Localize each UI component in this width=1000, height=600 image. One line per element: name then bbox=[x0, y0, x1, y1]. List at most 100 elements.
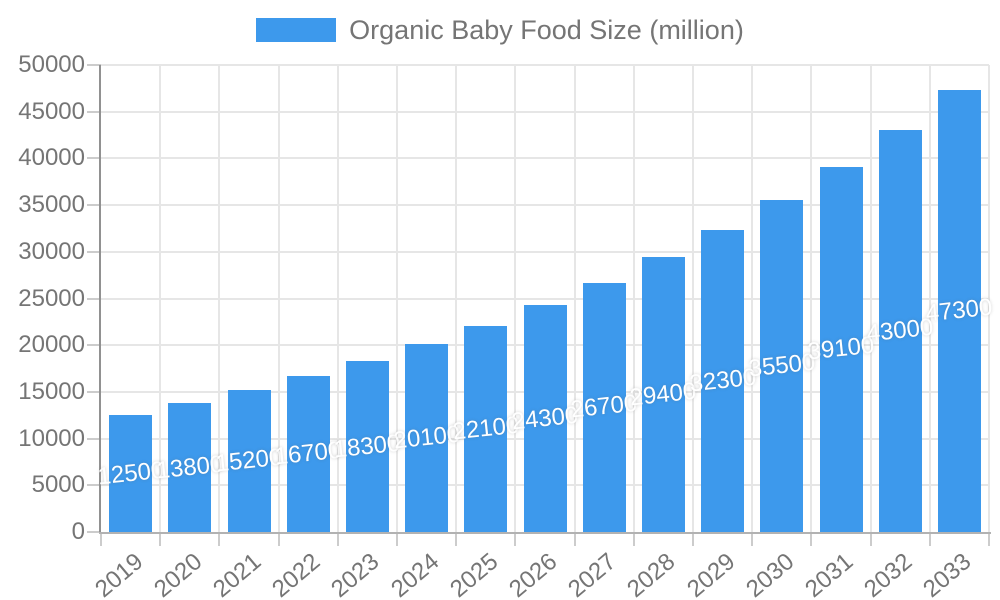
x-tick-label-text: 2030 bbox=[740, 548, 800, 600]
x-tick-label-text: 2031 bbox=[800, 548, 859, 600]
gridline-horizontal bbox=[101, 110, 989, 113]
plot-area: 12500 13800 15200 16700 18300 20100 22100 24300… bbox=[87, 64, 994, 546]
x-tick-label: 2029 bbox=[493, 548, 741, 600]
x-tick-label: 2023 bbox=[138, 548, 386, 600]
bar-value-label: 22100 bbox=[451, 411, 521, 446]
bar-value-label: 24300 bbox=[510, 401, 580, 435]
x-axis-tick bbox=[573, 532, 576, 546]
x-tick-label: 2019 bbox=[0, 548, 149, 600]
x-axis-tick bbox=[218, 532, 221, 546]
x-axis-tick bbox=[277, 532, 280, 546]
bar[interactable] bbox=[405, 344, 449, 532]
y-axis-tick bbox=[87, 110, 101, 113]
bar[interactable] bbox=[345, 361, 389, 532]
bar[interactable] bbox=[523, 305, 567, 532]
bar-value-label: 32300 bbox=[687, 363, 758, 398]
y-tick-label: 35000 bbox=[18, 191, 85, 219]
x-axis-tick bbox=[869, 532, 872, 546]
x-tick-label-text: 2021 bbox=[208, 548, 267, 600]
bar-value-label: 29400 bbox=[628, 377, 698, 412]
y-tick-label: 30000 bbox=[18, 237, 85, 265]
legend[interactable]: Organic Baby Food Size (million) bbox=[0, 14, 1000, 46]
bar[interactable] bbox=[582, 282, 626, 532]
bar[interactable] bbox=[641, 257, 685, 532]
x-axis-line bbox=[99, 532, 991, 534]
gridline-vertical bbox=[514, 65, 517, 532]
x-tick-label: 2030 bbox=[552, 548, 800, 600]
y-tick-label: 15000 bbox=[18, 377, 85, 405]
x-tick-label-text: 2026 bbox=[504, 548, 563, 600]
x-tick-label: 2027 bbox=[374, 548, 622, 600]
x-axis-tick bbox=[988, 532, 990, 546]
x-axis-tick bbox=[632, 532, 635, 546]
bar[interactable] bbox=[819, 166, 863, 532]
x-tick-label-text: 2024 bbox=[385, 548, 444, 600]
bar[interactable] bbox=[286, 376, 330, 532]
x-axis-tick bbox=[100, 532, 102, 546]
y-tick-label: 45000 bbox=[18, 97, 85, 125]
gridline-vertical bbox=[869, 65, 872, 532]
x-tick-label: 2031 bbox=[611, 548, 859, 600]
y-tick-label: 5000 bbox=[31, 471, 85, 499]
gridline-vertical bbox=[455, 65, 458, 532]
x-tick-label-text: 2023 bbox=[326, 548, 385, 600]
x-axis-tick bbox=[336, 532, 339, 546]
x-tick-label-text: 2022 bbox=[267, 548, 326, 600]
bar[interactable] bbox=[227, 390, 271, 532]
gridline-vertical bbox=[632, 65, 635, 532]
gridline-vertical bbox=[928, 65, 931, 532]
bar-value-label: 47300 bbox=[924, 293, 994, 328]
gridline-vertical bbox=[751, 65, 754, 532]
bar[interactable] bbox=[878, 130, 922, 532]
bar[interactable] bbox=[701, 230, 745, 532]
x-axis-tick bbox=[751, 532, 754, 546]
x-axis-tick bbox=[396, 532, 398, 546]
x-tick-label: 2025 bbox=[256, 548, 504, 600]
y-axis-tick bbox=[87, 64, 101, 66]
x-tick-label-text: 2029 bbox=[681, 548, 740, 600]
x-tick-label: 2021 bbox=[19, 548, 267, 600]
gridline-vertical bbox=[573, 65, 576, 532]
y-axis-tick bbox=[87, 344, 101, 347]
x-axis-tick bbox=[810, 532, 813, 546]
legend-label: Organic Baby Food Size (million) bbox=[349, 15, 744, 45]
x-axis-tick bbox=[928, 532, 931, 546]
legend-swatch bbox=[256, 18, 337, 42]
bar[interactable] bbox=[109, 415, 153, 532]
bar[interactable] bbox=[937, 90, 981, 532]
x-tick-label-text: 2032 bbox=[859, 548, 918, 600]
gridline-vertical bbox=[692, 65, 694, 532]
x-tick-label: 2032 bbox=[670, 548, 918, 600]
bar-value-label: 20100 bbox=[391, 420, 462, 455]
gridline-vertical bbox=[810, 65, 813, 532]
y-axis-tick bbox=[87, 531, 101, 533]
x-tick-label-text: 2027 bbox=[563, 548, 622, 600]
gridline-horizontal bbox=[101, 64, 989, 66]
x-tick-label: 2028 bbox=[434, 548, 682, 600]
y-axis-tick bbox=[87, 297, 101, 300]
x-tick-label: 2022 bbox=[78, 548, 326, 600]
y-axis-tick bbox=[87, 250, 101, 253]
x-axis-tick bbox=[455, 532, 458, 546]
bar-value-label: 39100 bbox=[806, 331, 876, 366]
x-tick-label-text: 2025 bbox=[444, 548, 504, 600]
gridline-horizontal bbox=[101, 157, 989, 160]
y-tick-label: 0 bbox=[71, 518, 85, 545]
bar[interactable] bbox=[464, 325, 508, 532]
y-axis-tick bbox=[87, 390, 101, 393]
y-tick-label: 20000 bbox=[18, 331, 85, 359]
x-tick-label-text: 2033 bbox=[918, 548, 977, 600]
x-axis-tick bbox=[692, 532, 694, 546]
bar[interactable] bbox=[760, 200, 804, 532]
bar-value-label: 35500 bbox=[747, 348, 817, 383]
y-tick-label: 25000 bbox=[18, 284, 85, 312]
y-tick-label: 10000 bbox=[18, 424, 85, 452]
y-axis-tick bbox=[87, 157, 101, 160]
bar-value-label: 18300 bbox=[332, 429, 402, 463]
bar[interactable] bbox=[168, 403, 212, 532]
y-tick-label: 50000 bbox=[18, 51, 85, 78]
x-tick-label: 2020 bbox=[0, 548, 208, 600]
bar-value-label: 43000 bbox=[865, 313, 935, 348]
y-axis-tick bbox=[87, 437, 101, 440]
